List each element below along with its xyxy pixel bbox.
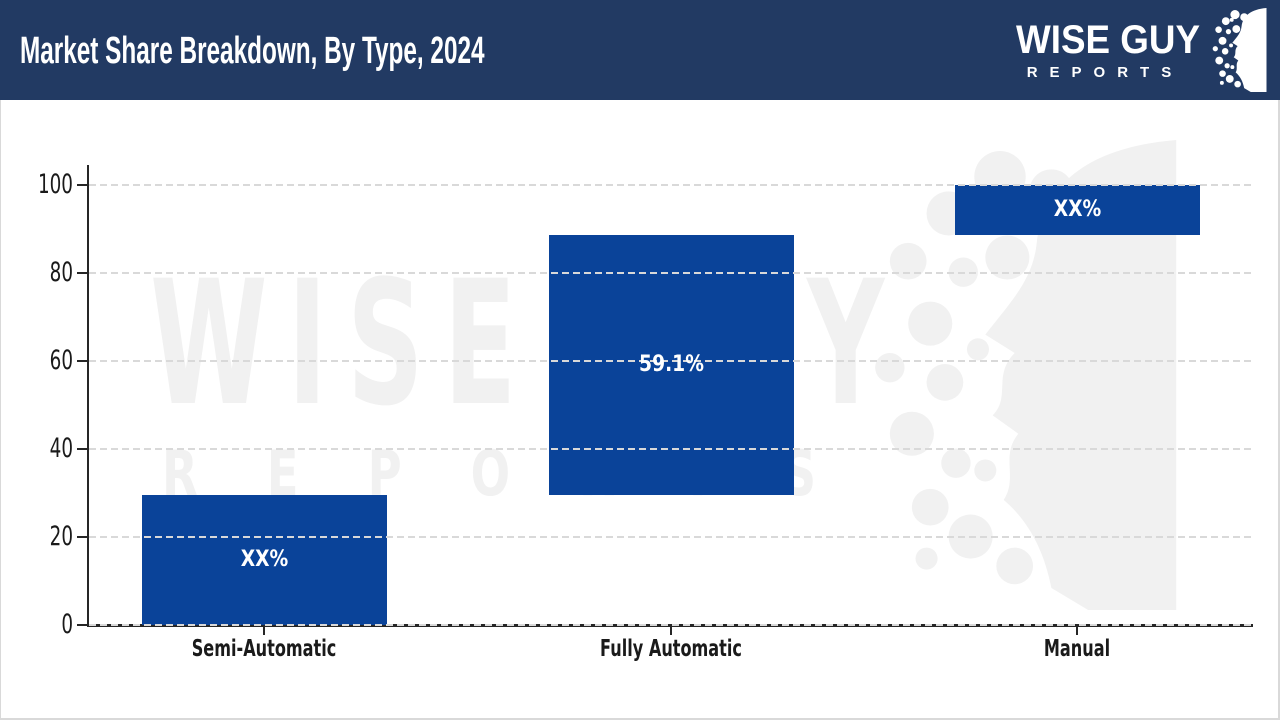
y-tick-label: 100 (37, 169, 73, 200)
y-axis-line (87, 165, 89, 627)
bar-value-label: XX% (1053, 197, 1101, 223)
bar-value-label: 59.1% (638, 352, 704, 378)
page-border-right (1278, 100, 1280, 720)
y-axis-tick (77, 360, 88, 362)
logo-text: WISE GUY REPORTS (1000, 19, 1200, 81)
header-band: Market Share Breakdown, By Type, 2024 WI… (0, 0, 1280, 100)
y-axis-tick (77, 624, 88, 626)
logo-subtitle: REPORTS (1026, 64, 1184, 81)
x-axis-tick (263, 626, 265, 635)
gridline-0 (89, 624, 1253, 626)
gridline-40 (89, 448, 1253, 450)
x-tick-label: Semi-Automatic (191, 636, 337, 662)
page-border-left (0, 100, 1, 720)
waterfall-bar-2 (548, 235, 794, 496)
y-axis-tick (77, 448, 88, 450)
y-tick-label: 20 (49, 521, 73, 552)
waterfall-bar-1 (141, 495, 387, 625)
x-axis-tick (1076, 626, 1078, 635)
y-tick-label: 80 (49, 257, 73, 288)
gridline-20 (89, 536, 1253, 538)
x-tick-label: Manual (1043, 636, 1111, 662)
x-tick-label: Fully Automatic (600, 636, 742, 662)
gridline-80 (89, 272, 1253, 274)
bar-value-label: XX% (240, 547, 288, 573)
gridline-60 (89, 360, 1253, 362)
gridline-100 (89, 184, 1253, 186)
y-axis-tick (77, 184, 88, 186)
y-tick-label: 0 (61, 609, 73, 640)
logo-head-icon (1212, 8, 1267, 92)
y-axis-tick (77, 536, 88, 538)
page-border-bottom (0, 718, 1280, 720)
logo-wordmark: WISE GUY (1015, 18, 1200, 62)
wise-guy-logo: WISE GUY REPORTS (1000, 8, 1268, 92)
page-title: Market Share Breakdown, By Type, 2024 (20, 30, 485, 72)
y-tick-label: 60 (49, 345, 73, 376)
x-axis-tick (670, 626, 672, 635)
y-tick-label: 40 (49, 433, 73, 464)
y-axis-tick (77, 272, 88, 274)
